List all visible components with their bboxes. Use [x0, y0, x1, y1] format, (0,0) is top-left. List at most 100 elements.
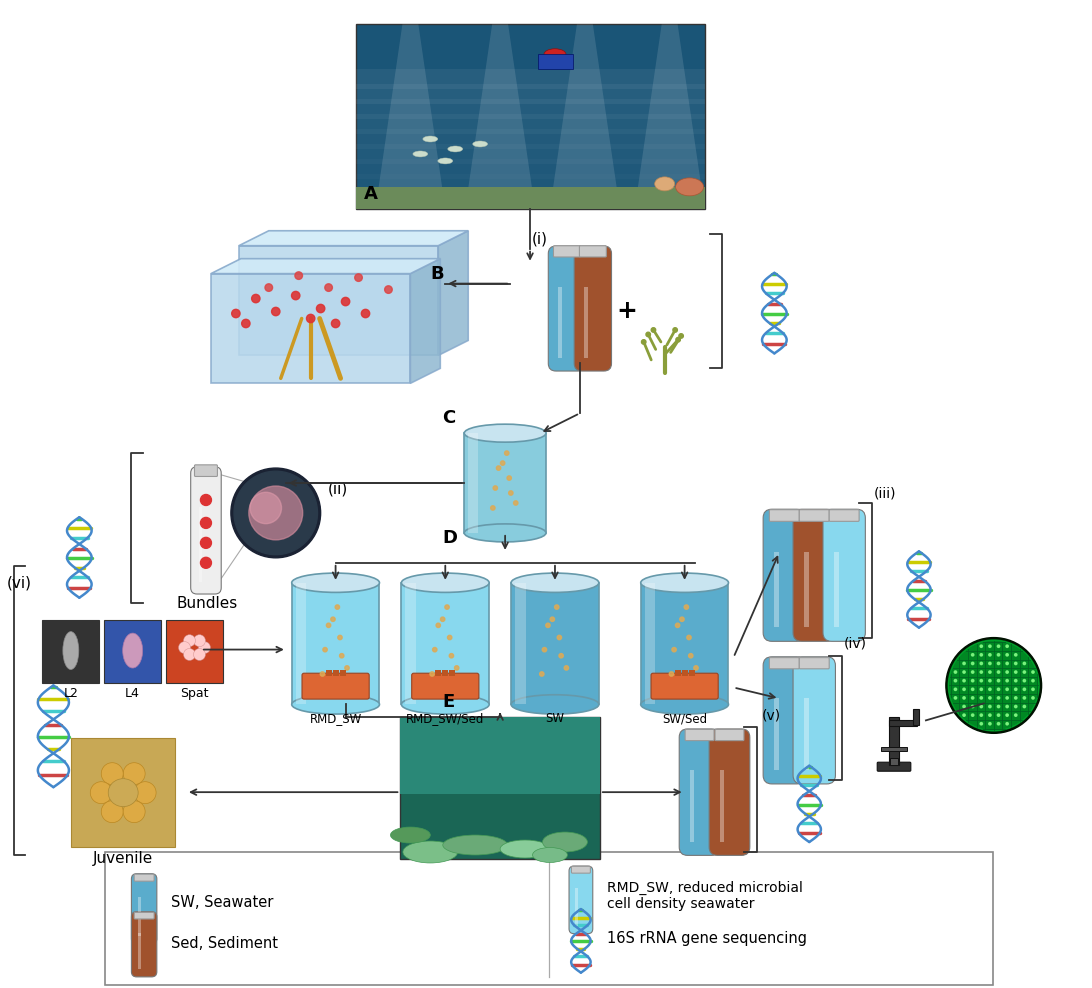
Bar: [805, 552, 809, 626]
Circle shape: [1006, 722, 1008, 725]
Circle shape: [324, 284, 332, 291]
Circle shape: [1014, 662, 1017, 665]
Bar: [401, 717, 600, 794]
Circle shape: [693, 666, 698, 670]
Bar: [774, 552, 779, 626]
Circle shape: [340, 653, 344, 658]
FancyBboxPatch shape: [770, 658, 799, 669]
Circle shape: [963, 662, 965, 665]
Polygon shape: [211, 259, 440, 274]
Circle shape: [997, 697, 999, 700]
Circle shape: [972, 697, 974, 700]
Ellipse shape: [641, 573, 728, 593]
Bar: [139, 897, 141, 936]
FancyBboxPatch shape: [763, 509, 806, 641]
Ellipse shape: [292, 573, 379, 593]
Bar: [333, 670, 339, 676]
FancyBboxPatch shape: [709, 729, 750, 856]
Circle shape: [1032, 671, 1034, 673]
Bar: [889, 716, 900, 765]
Bar: [538, 54, 573, 69]
Text: Spat: Spat: [180, 688, 209, 700]
Circle shape: [1023, 680, 1025, 682]
Ellipse shape: [544, 48, 566, 59]
Circle shape: [1032, 697, 1034, 700]
Circle shape: [1023, 671, 1025, 673]
Circle shape: [1014, 688, 1017, 691]
Ellipse shape: [134, 782, 156, 803]
Circle shape: [1006, 645, 1008, 647]
Text: E: E: [442, 694, 454, 711]
Bar: [575, 888, 578, 926]
FancyBboxPatch shape: [166, 619, 223, 684]
Circle shape: [250, 492, 282, 524]
Circle shape: [249, 486, 302, 539]
Circle shape: [988, 688, 992, 691]
FancyBboxPatch shape: [679, 729, 720, 856]
Circle shape: [320, 672, 324, 676]
Ellipse shape: [193, 648, 205, 660]
Ellipse shape: [641, 695, 728, 714]
Circle shape: [230, 468, 321, 558]
Circle shape: [201, 495, 212, 506]
Circle shape: [448, 635, 452, 639]
Bar: [774, 699, 779, 770]
Circle shape: [307, 314, 314, 323]
FancyBboxPatch shape: [793, 509, 835, 641]
Circle shape: [963, 680, 965, 682]
Circle shape: [981, 662, 983, 665]
Circle shape: [384, 286, 392, 293]
Circle shape: [355, 274, 363, 282]
Circle shape: [972, 662, 974, 665]
Circle shape: [436, 623, 440, 627]
Ellipse shape: [202, 586, 218, 594]
Circle shape: [997, 714, 999, 716]
Circle shape: [988, 705, 992, 707]
Bar: [584, 287, 587, 358]
FancyBboxPatch shape: [105, 852, 993, 985]
Bar: [239, 246, 438, 356]
Bar: [720, 771, 724, 842]
FancyBboxPatch shape: [356, 84, 704, 104]
Circle shape: [507, 476, 511, 480]
Text: SW/Sed: SW/Sed: [662, 712, 708, 725]
Ellipse shape: [402, 695, 489, 714]
Polygon shape: [239, 231, 468, 246]
Text: C: C: [442, 409, 455, 427]
Ellipse shape: [63, 631, 79, 670]
Bar: [511, 583, 598, 704]
Ellipse shape: [141, 970, 155, 977]
Circle shape: [972, 688, 974, 691]
Circle shape: [1006, 680, 1008, 682]
Circle shape: [1006, 705, 1008, 707]
Ellipse shape: [403, 841, 458, 863]
Circle shape: [1032, 688, 1034, 691]
Ellipse shape: [500, 840, 550, 858]
FancyBboxPatch shape: [134, 912, 154, 919]
Circle shape: [963, 671, 965, 673]
FancyBboxPatch shape: [651, 673, 719, 700]
Ellipse shape: [91, 782, 112, 803]
Circle shape: [997, 688, 999, 691]
Circle shape: [444, 605, 449, 610]
Ellipse shape: [292, 695, 379, 714]
Circle shape: [361, 309, 370, 318]
Circle shape: [997, 662, 999, 665]
Ellipse shape: [836, 629, 859, 639]
Circle shape: [546, 623, 550, 627]
Ellipse shape: [533, 848, 568, 863]
Circle shape: [494, 486, 498, 490]
Circle shape: [543, 647, 547, 652]
Text: (v): (v): [761, 708, 781, 722]
Circle shape: [997, 671, 999, 673]
Circle shape: [673, 328, 677, 332]
Ellipse shape: [183, 648, 195, 660]
Circle shape: [1006, 671, 1008, 673]
Bar: [325, 670, 332, 676]
Ellipse shape: [543, 832, 587, 852]
Bar: [681, 670, 688, 676]
Bar: [402, 583, 489, 704]
Circle shape: [1023, 697, 1025, 700]
Circle shape: [331, 618, 335, 621]
Bar: [199, 508, 202, 582]
